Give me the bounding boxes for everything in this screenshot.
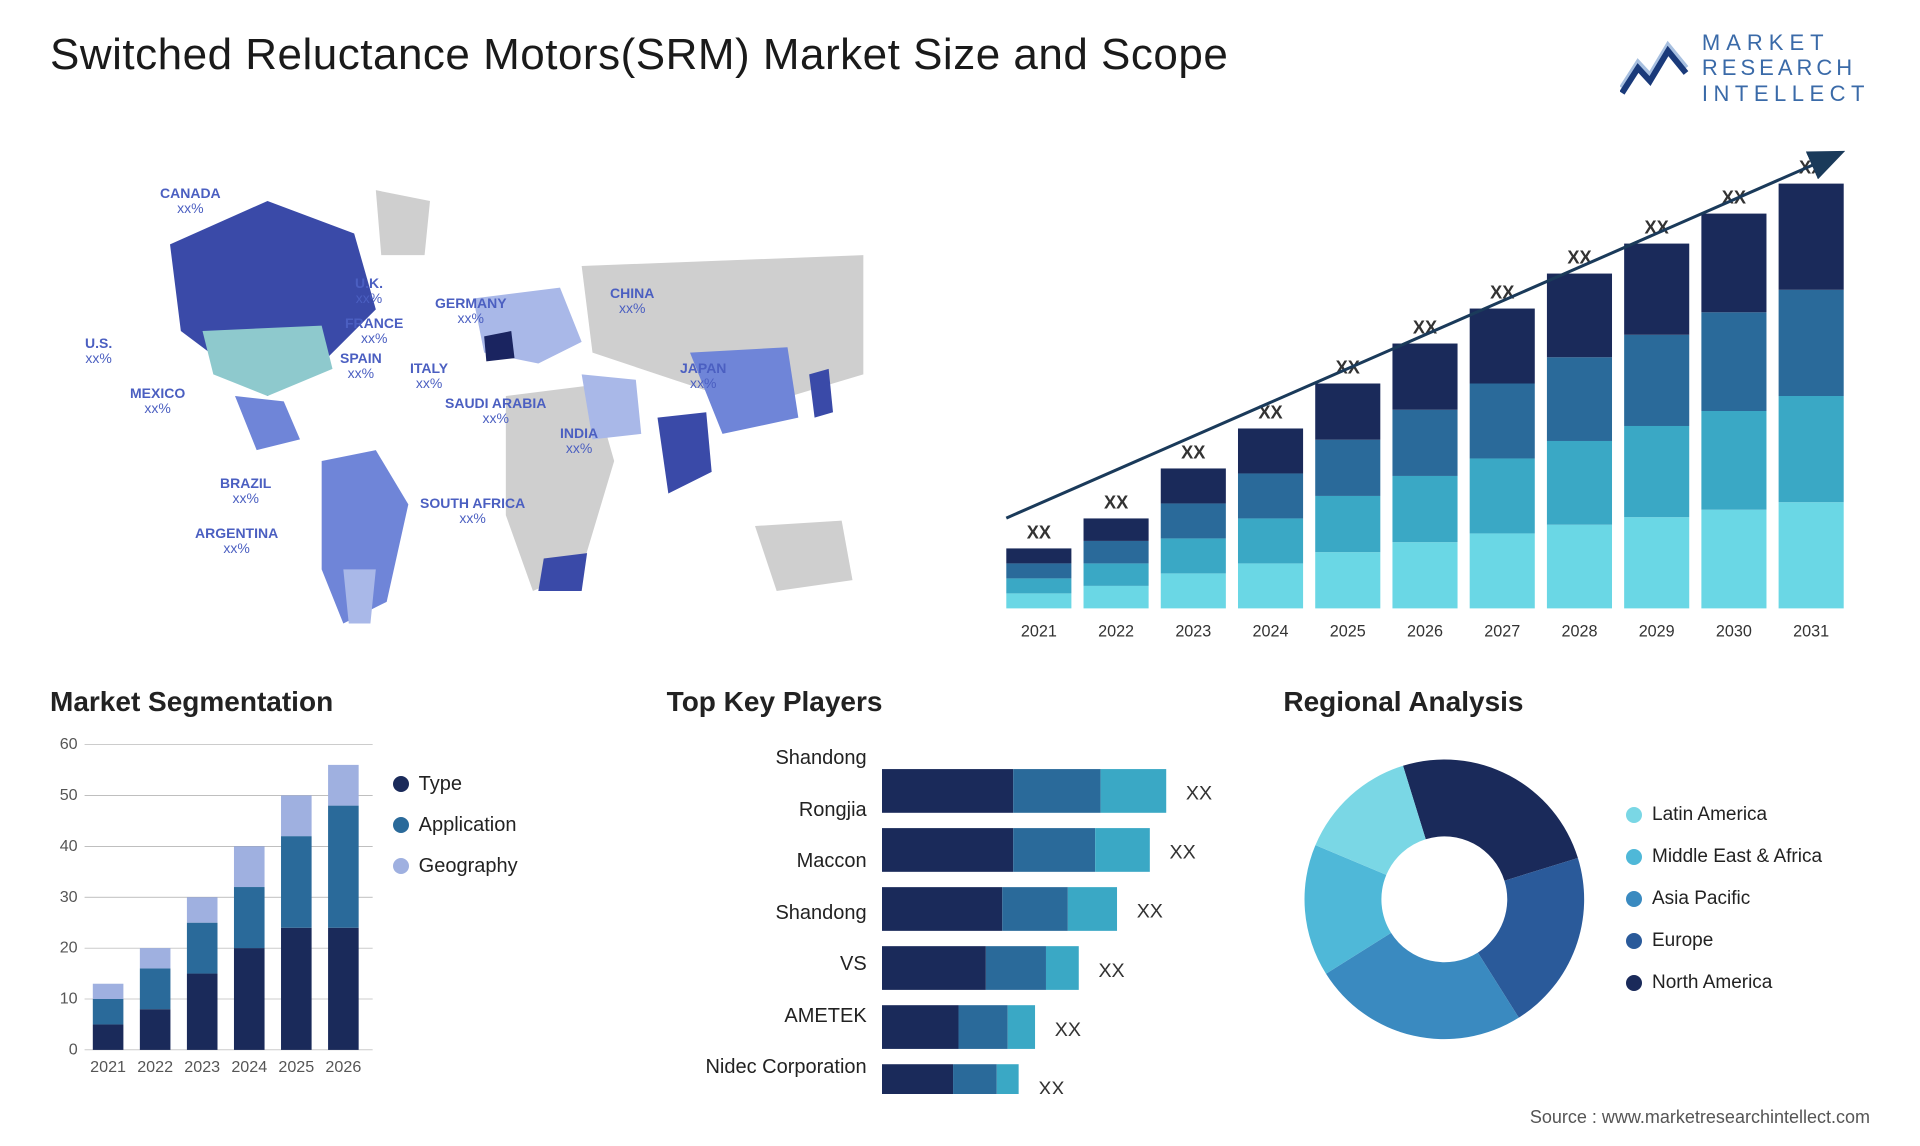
- player-value: XX: [1186, 783, 1212, 805]
- players-chart: XX XX XX XX XX XX: [882, 733, 1254, 1094]
- player-value: XX: [1169, 842, 1195, 864]
- legend-item: Application: [393, 814, 637, 837]
- logo-text-1: MARKET: [1702, 30, 1870, 55]
- forecast-year-label: 2025: [1330, 623, 1366, 641]
- players-panel: Top Key Players Shandong Rongjia Maccon Sha…: [667, 686, 1254, 1066]
- svg-text:10: 10: [60, 989, 78, 1007]
- regional-title: Regional Analysis: [1283, 686, 1870, 718]
- page-title: Switched Reluctance Motors(SRM) Market S…: [50, 30, 1228, 80]
- legend-item: Geography: [393, 855, 637, 878]
- forecast-bar-label: XX: [1027, 522, 1051, 542]
- forecast-year-label: 2024: [1253, 623, 1289, 641]
- player-value: XX: [1098, 960, 1124, 982]
- svg-text:30: 30: [60, 888, 78, 906]
- map-label: SOUTH AFRICAxx%: [420, 496, 525, 527]
- logo-text-2: RESEARCH: [1702, 55, 1870, 80]
- brand-logo: MARKET RESEARCH INTELLECT: [1620, 30, 1870, 106]
- map-label: CHINAxx%: [610, 286, 654, 317]
- forecast-year-label: 2028: [1561, 623, 1597, 641]
- svg-text:60: 60: [60, 735, 78, 753]
- player-name: VS: [667, 953, 867, 976]
- segmentation-panel: Market Segmentation 01020304050602021202…: [50, 686, 637, 1066]
- svg-text:50: 50: [60, 786, 78, 804]
- map-label: SAUDI ARABIAxx%: [445, 396, 546, 427]
- legend-item: North America: [1626, 972, 1870, 994]
- forecast-chart-panel: XX2021XX2022XX2023XX2024XX2025XX2026XX20…: [980, 136, 1870, 656]
- forecast-chart: XX2021XX2022XX2023XX2024XX2025XX2026XX20…: [980, 136, 1870, 656]
- map-label: SPAINxx%: [340, 351, 382, 382]
- player-value: XX: [1038, 1078, 1064, 1094]
- forecast-year-label: 2027: [1484, 623, 1520, 641]
- world-map-panel: CANADAxx% U.S.xx% MEXICOxx% BRAZILxx% ARGENT…: [50, 136, 940, 656]
- regional-panel: Regional Analysis Latin America Middle Ea…: [1283, 686, 1870, 1066]
- legend-item: Latin America: [1626, 804, 1870, 826]
- forecast-year-label: 2029: [1639, 623, 1675, 641]
- map-label: U.K.xx%: [355, 276, 383, 307]
- segmentation-chart: 0 10 20 30 40 50 60 2021 2022 2023 2024 2025 2026: [50, 733, 373, 1079]
- players-labels: Shandong Rongjia Maccon Shandong VS AMETEK Nid…: [667, 733, 867, 1094]
- map-label: FRANCExx%: [345, 316, 403, 347]
- forecast-year-label: 2026: [1407, 623, 1443, 641]
- svg-text:0: 0: [69, 1040, 78, 1058]
- map-label: INDIAxx%: [560, 426, 598, 457]
- map-label: BRAZILxx%: [220, 476, 271, 507]
- segmentation-title: Market Segmentation: [50, 686, 637, 718]
- player-value: XX: [1136, 901, 1162, 923]
- forecast-year-label: 2022: [1098, 623, 1134, 641]
- map-label: U.S.xx%: [85, 336, 112, 367]
- forecast-year-label: 2023: [1175, 623, 1211, 641]
- svg-text:2025: 2025: [278, 1058, 314, 1076]
- map-label: JAPANxx%: [680, 361, 726, 392]
- source-text: Source : www.marketresearchintellect.com: [1530, 1107, 1870, 1128]
- player-name: Nidec Corporation: [667, 1056, 867, 1079]
- logo-icon: [1620, 38, 1690, 98]
- player-name: Rongjia: [667, 799, 867, 822]
- forecast-bar-label: XX: [1181, 442, 1205, 462]
- map-label: ITALYxx%: [410, 361, 448, 392]
- player-name: Maccon: [667, 850, 867, 873]
- players-title: Top Key Players: [667, 686, 1254, 718]
- map-label: GERMANYxx%: [435, 296, 507, 327]
- forecast-year-label: 2031: [1793, 623, 1829, 641]
- legend-item: Middle East & Africa: [1626, 846, 1870, 868]
- forecast-bar-label: XX: [1104, 492, 1128, 512]
- player-name: Shandong: [667, 747, 867, 770]
- player-name: Shandong: [667, 902, 867, 925]
- regional-legend: Latin America Middle East & Africa Asia Pa…: [1626, 804, 1870, 994]
- svg-text:2026: 2026: [325, 1058, 361, 1076]
- legend-item: Europe: [1626, 930, 1870, 952]
- regional-donut: [1283, 738, 1606, 1061]
- forecast-year-label: 2021: [1021, 623, 1057, 641]
- svg-text:2023: 2023: [184, 1058, 220, 1076]
- map-label: MEXICOxx%: [130, 386, 185, 417]
- map-label: CANADAxx%: [160, 186, 221, 217]
- svg-text:2024: 2024: [231, 1058, 267, 1076]
- svg-text:40: 40: [60, 837, 78, 855]
- legend-item: Asia Pacific: [1626, 888, 1870, 910]
- forecast-year-label: 2030: [1716, 623, 1752, 641]
- svg-text:2022: 2022: [137, 1058, 173, 1076]
- logo-text-3: INTELLECT: [1702, 81, 1870, 106]
- svg-text:20: 20: [60, 939, 78, 957]
- segmentation-legend: Type Application Geography: [393, 733, 637, 1079]
- player-value: XX: [1054, 1019, 1080, 1041]
- svg-text:2021: 2021: [90, 1058, 126, 1076]
- legend-item: Type: [393, 773, 637, 796]
- map-label: ARGENTINAxx%: [195, 526, 278, 557]
- player-name: AMETEK: [667, 1005, 867, 1028]
